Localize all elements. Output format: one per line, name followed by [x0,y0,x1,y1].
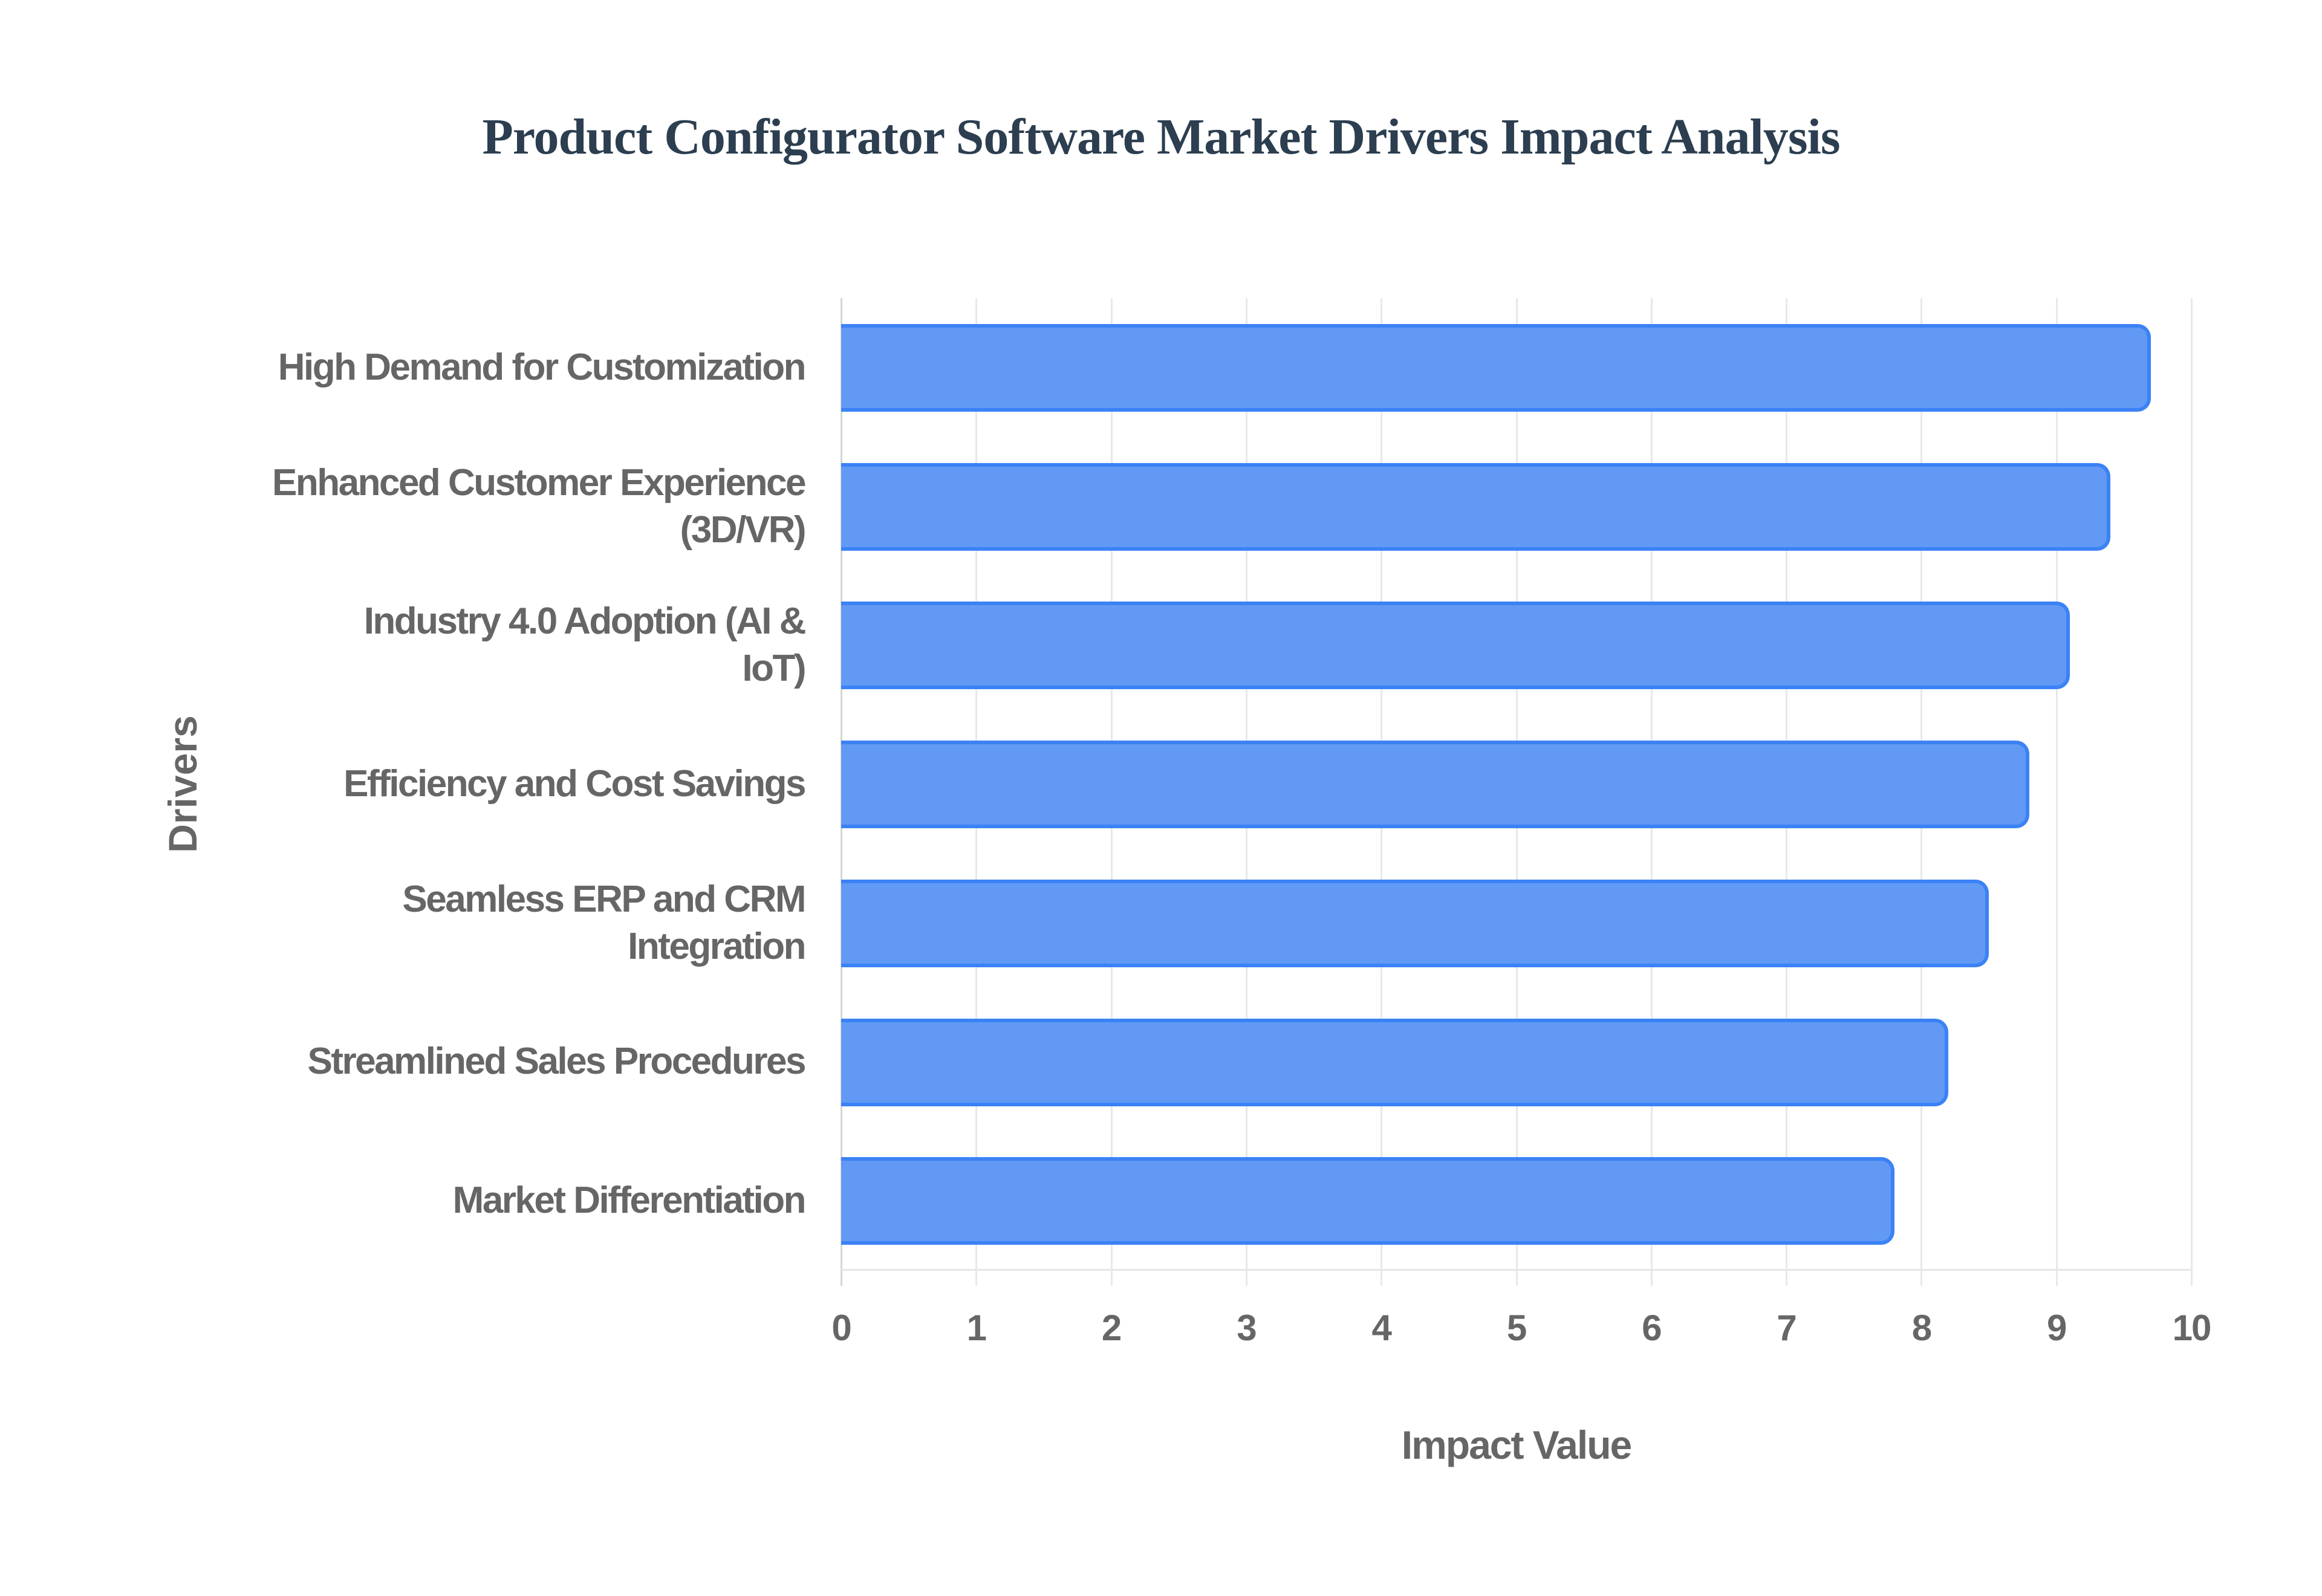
y-tick-label: Streamlined Sales Procedures [307,1040,806,1083]
gridline [2055,298,2058,1286]
bar[interactable] [841,324,2151,412]
plot-area [841,298,2193,1286]
bar[interactable] [841,879,1989,967]
bar-row [841,437,2191,576]
y-tick-label: Market Differentiation [452,1179,807,1222]
x-tick-label: 1 [966,1308,987,1348]
y-tick-label: High Demand for Customization [278,346,807,388]
y-tick-label: Seamless ERP and CRM Integration [402,878,806,967]
x-tick-label: 2 [1101,1308,1122,1348]
x-tick-label: 10 [2172,1308,2212,1348]
bar[interactable] [841,602,2070,690]
bar-row [841,576,2191,715]
bar[interactable] [841,1157,1894,1245]
x-axis-title: Impact Value [1401,1422,1633,1467]
bar[interactable] [841,462,2111,551]
bar[interactable] [841,1018,1949,1106]
bar-row [841,993,2191,1132]
x-axis-line [841,1269,2191,1271]
y-tick-label: Efficiency and Cost Savings [343,763,806,805]
x-tick-label: 9 [2047,1308,2067,1348]
y-tick-label: Enhanced Customer Experience (3D/VR) [272,461,806,551]
chart-title: Product Configurator Software Market Dri… [482,109,1840,165]
x-tick-label: 3 [1237,1308,1257,1348]
gridline [2191,298,2193,1286]
x-tick-label: 7 [1777,1308,1797,1348]
x-tick-label: 6 [1642,1308,1662,1348]
x-tick-label: 8 [1911,1308,1932,1348]
bar-row [841,1131,2191,1270]
x-tick-label: 0 [831,1308,851,1348]
y-tick-label: Industry 4.0 Adoption (AI & IoT) [363,600,807,690]
x-tick-label: 4 [1371,1308,1392,1348]
bar-row [841,715,2191,854]
bar-row [841,854,2191,993]
bar-row [841,298,2191,437]
bar[interactable] [841,741,2030,829]
x-tick-label: 5 [1506,1308,1527,1348]
